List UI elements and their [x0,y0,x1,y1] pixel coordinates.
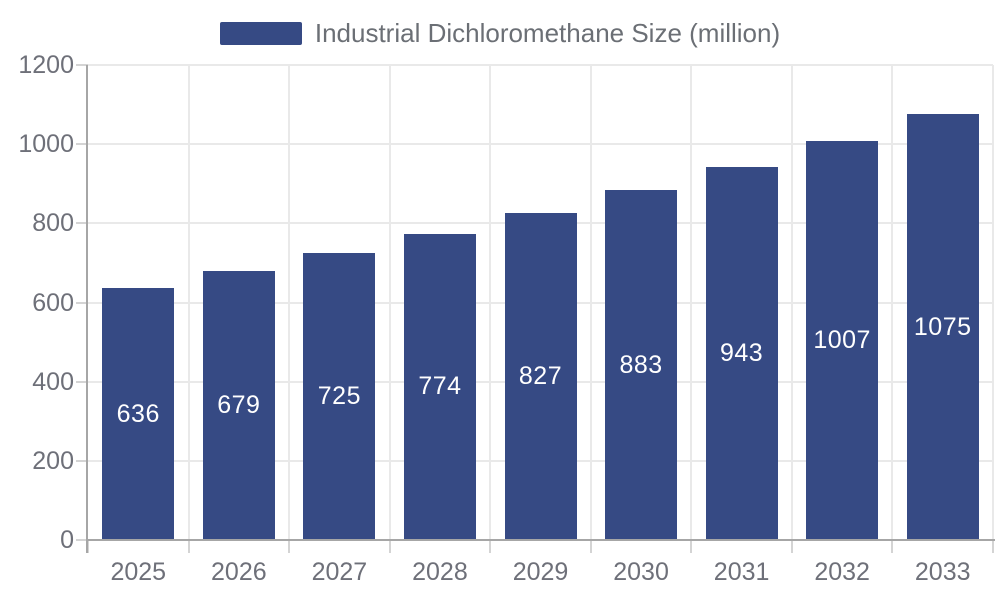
legend-swatch [219,22,302,45]
gridline-vertical [589,65,592,540]
y-axis-tick [76,64,88,66]
x-axis-label: 2032 [814,558,870,586]
bar[interactable]: 1007 [806,141,879,540]
x-axis-label: 2025 [110,558,167,586]
y-axis-line [86,65,88,553]
y-axis-tick [76,143,88,146]
x-axis-tick [388,540,391,553]
y-axis-tick [76,222,88,225]
gridline-vertical [388,65,391,540]
bar-value-label: 1075 [913,312,972,341]
legend-item[interactable]: Industrial Dichloromethane Size (million… [0,18,1000,49]
x-axis-tick [690,540,693,553]
bar-value-label: 774 [418,372,462,401]
bar-value-label: 827 [518,361,563,390]
gridline-vertical [891,65,894,540]
bar-value-label: 636 [116,399,160,428]
gridline-vertical [187,65,190,540]
x-axis-tick [589,540,592,553]
x-axis-label: 2028 [412,558,468,586]
x-axis-tick [87,540,89,553]
bar[interactable]: 636 [102,288,175,540]
x-axis-line [86,539,995,541]
x-axis-tick [992,540,994,553]
bar[interactable]: 827 [504,212,577,540]
bar[interactable]: 725 [303,253,376,540]
legend-label: Industrial Dichloromethane Size (million… [314,18,781,48]
x-axis-tick [187,540,190,553]
y-axis-tick [76,380,88,383]
x-axis-label: 2027 [311,558,368,586]
gridline-vertical [288,65,291,540]
y-axis-label: 1200 [18,51,74,79]
gridline-vertical [489,65,492,540]
y-axis-label: 1000 [18,130,74,159]
x-axis-label: 2026 [211,558,267,586]
x-axis-tick [489,540,492,553]
bar[interactable]: 943 [705,166,778,540]
plot-area: 636 679 725 774 827 883 943 1007 1075 [76,64,994,553]
x-axis-tick [891,540,894,553]
x-axis-label: 2033 [914,558,971,586]
x-axis-label: 2030 [613,558,669,586]
gridline-vertical [992,65,994,540]
bar[interactable]: 1075 [906,114,979,540]
y-axis-tick [76,539,88,541]
y-axis-label: 800 [32,209,74,238]
bar-value-label: 883 [619,350,663,379]
y-axis-label: 200 [32,446,74,475]
gridline-vertical [690,65,693,540]
gridline-vertical [790,65,793,540]
x-axis-tick [790,540,793,553]
bar-value-label: 1007 [813,326,871,355]
x-axis-tick [288,540,291,553]
bar[interactable]: 883 [605,190,678,540]
y-axis-label: 600 [32,288,74,317]
y-axis-tick [76,301,88,304]
gridline-horizontal [88,64,993,66]
x-axis-label: 2029 [512,558,569,586]
y-axis-label: 400 [32,367,74,396]
bar-value-label: 679 [217,391,261,420]
y-axis-label: 0 [60,526,74,554]
bar[interactable]: 679 [202,271,275,540]
bar-value-label: 725 [317,382,361,410]
y-axis-tick [76,459,88,462]
bar-value-label: 943 [720,338,764,367]
x-axis-label: 2031 [713,558,770,586]
bar[interactable]: 774 [403,233,476,540]
